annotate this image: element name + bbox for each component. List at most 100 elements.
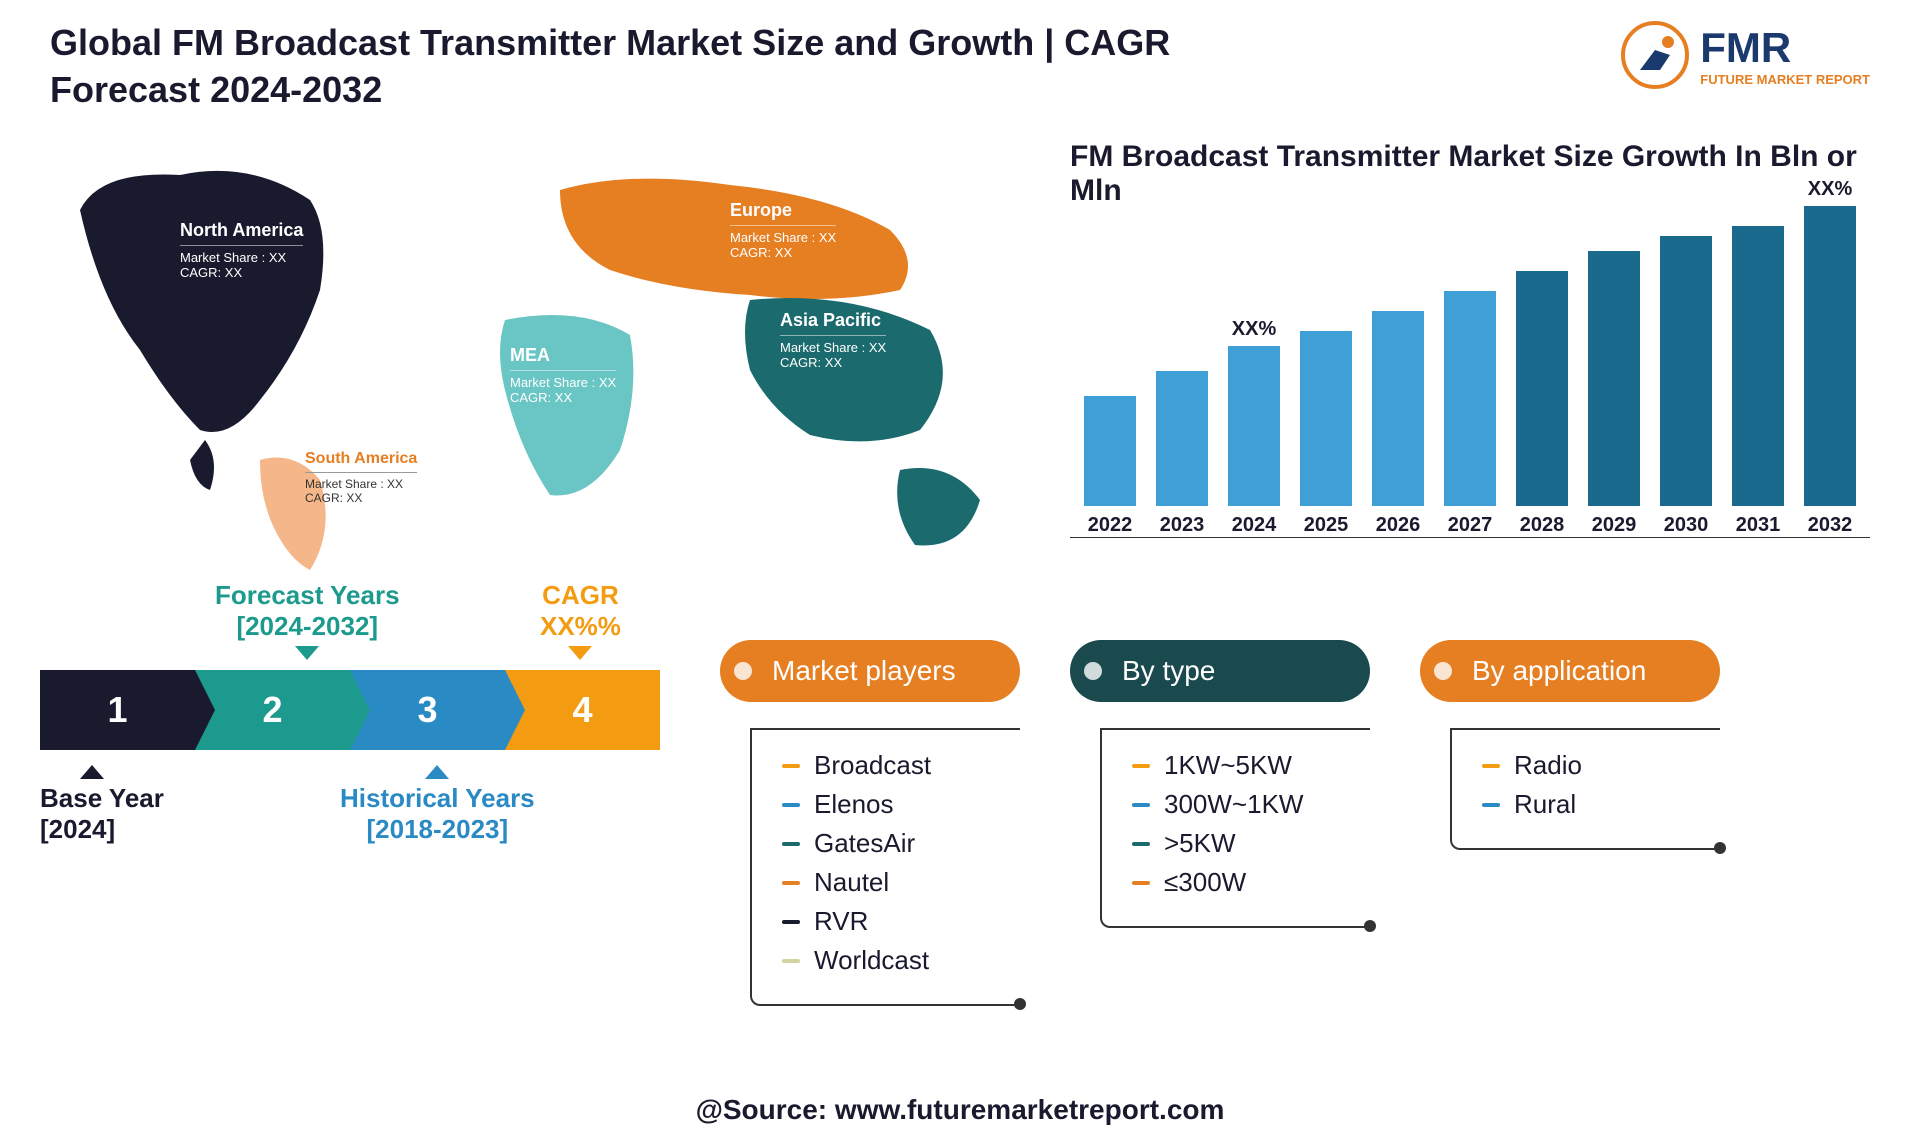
- region-cagr: CAGR: XX: [510, 390, 572, 405]
- chart-title: FM Broadcast Transmitter Market Size Gro…: [1070, 140, 1870, 208]
- timeline-step-3: 3: [350, 670, 505, 750]
- bar-chart: FM Broadcast Transmitter Market Size Gro…: [1070, 140, 1870, 580]
- dot-icon: [1084, 662, 1102, 680]
- bar: [1228, 346, 1280, 506]
- logo-spyglass-icon: [1620, 20, 1690, 90]
- bar-label: 2030: [1664, 514, 1709, 537]
- bar-label: 2031: [1736, 514, 1781, 537]
- triangle-up-icon: [80, 765, 104, 779]
- category-title: By type: [1122, 655, 1215, 687]
- annot-label: Forecast Years: [215, 580, 400, 611]
- bar-label: 2032: [1808, 514, 1853, 537]
- region-share: Market Share : XX: [180, 250, 286, 265]
- base-year-annot: Base Year [2024]: [40, 765, 164, 845]
- tick-icon: [782, 959, 800, 963]
- category-item: Broadcast: [782, 750, 1010, 781]
- item-label: RVR: [814, 906, 868, 937]
- bar: [1444, 291, 1496, 506]
- region-share: Market Share : XX: [305, 477, 403, 491]
- tick-icon: [1132, 881, 1150, 885]
- category-list: Broadcast Elenos GatesAir Nautel RVR Worldcas…: [750, 728, 1020, 1006]
- page-title: Global FM Broadcast Transmitter Market S…: [50, 20, 1330, 114]
- category-pill: Market players: [720, 640, 1020, 702]
- dot-icon: [734, 662, 752, 680]
- bar: [1588, 251, 1640, 506]
- timeline: Forecast Years [2024-2032] CAGR XX%% 1 2…: [40, 670, 660, 750]
- triangle-down-icon: [295, 646, 319, 660]
- header: Global FM Broadcast Transmitter Market S…: [50, 20, 1870, 114]
- dot-icon: [1434, 662, 1452, 680]
- bar-annot: XX%: [1232, 318, 1276, 341]
- region-cagr: CAGR: XX: [180, 265, 242, 280]
- category-item: 300W~1KW: [1132, 789, 1360, 820]
- category-title: By application: [1472, 655, 1646, 687]
- annot-label: Base Year: [40, 783, 164, 814]
- region-cagr: CAGR: XX: [780, 355, 842, 370]
- item-label: >5KW: [1164, 828, 1236, 859]
- tick-icon: [1132, 842, 1150, 846]
- tick-icon: [1482, 764, 1500, 768]
- category-item: RVR: [782, 906, 1010, 937]
- tick-icon: [1132, 803, 1150, 807]
- annot-label: Historical Years: [340, 783, 535, 814]
- region-name: North America: [180, 220, 303, 241]
- region-north-america: North America Market Share : XXCAGR: XX: [180, 220, 303, 280]
- category-list: 1KW~5KW300W~1KW>5KW≤300W: [1100, 728, 1370, 928]
- tick-icon: [782, 803, 800, 807]
- timeline-step-1: 1: [40, 670, 195, 750]
- timeline-step-4: 4: [505, 670, 660, 750]
- bar-wrap: 2027: [1440, 291, 1500, 537]
- category-item: Worldcast: [782, 945, 1010, 976]
- bar-wrap: 2030: [1656, 236, 1716, 537]
- bar: [1804, 206, 1856, 506]
- bar: [1156, 371, 1208, 506]
- bar-wrap: XX%2032: [1800, 206, 1860, 537]
- tick-icon: [782, 920, 800, 924]
- annot-value: XX%%: [540, 611, 621, 642]
- category-list: Radio Rural: [1450, 728, 1720, 850]
- bar-wrap: 2029: [1584, 251, 1644, 537]
- annot-label: CAGR: [540, 580, 621, 611]
- bar-label: 2027: [1448, 514, 1493, 537]
- bar-label: 2028: [1520, 514, 1565, 537]
- bar: [1660, 236, 1712, 506]
- item-label: Nautel: [814, 867, 889, 898]
- bar-wrap: 2031: [1728, 226, 1788, 537]
- item-label: Broadcast: [814, 750, 931, 781]
- logo-text: FMR FUTURE MARKET REPORT: [1700, 24, 1870, 87]
- region-cagr: CAGR: XX: [730, 245, 792, 260]
- annot-value: [2024-2032]: [215, 611, 400, 642]
- logo-fmr: FMR: [1700, 24, 1870, 72]
- region-asia-pacific: Asia Pacific Market Share : XXCAGR: XX: [780, 310, 886, 370]
- category-section: By application Radio Rural: [1420, 640, 1720, 850]
- region-share: Market Share : XX: [730, 230, 836, 245]
- bar-annot: XX%: [1808, 178, 1852, 201]
- item-label: Rural: [1514, 789, 1576, 820]
- logo: FMR FUTURE MARKET REPORT: [1620, 20, 1870, 90]
- annot-value: [2024]: [40, 814, 164, 845]
- item-label: 300W~1KW: [1164, 789, 1303, 820]
- region-share: Market Share : XX: [510, 375, 616, 390]
- item-label: GatesAir: [814, 828, 915, 859]
- timeline-bar: 1 2 3 4: [40, 670, 660, 750]
- category-item: 1KW~5KW: [1132, 750, 1360, 781]
- category-item: >5KW: [1132, 828, 1360, 859]
- timeline-step-2: 2: [195, 670, 350, 750]
- category-item: Rural: [1482, 789, 1710, 820]
- tick-icon: [782, 842, 800, 846]
- item-label: Elenos: [814, 789, 894, 820]
- bar: [1516, 271, 1568, 506]
- region-share: Market Share : XX: [780, 340, 886, 355]
- bar-wrap: 2028: [1512, 271, 1572, 537]
- forecast-annot: Forecast Years [2024-2032]: [215, 580, 400, 660]
- bar-label: 2022: [1088, 514, 1133, 537]
- item-label: Radio: [1514, 750, 1582, 781]
- tick-icon: [782, 764, 800, 768]
- category-item: GatesAir: [782, 828, 1010, 859]
- category-pill: By application: [1420, 640, 1720, 702]
- bar-label: 2026: [1376, 514, 1421, 537]
- world-map: North America Market Share : XXCAGR: XX …: [50, 150, 1010, 570]
- region-europe: Europe Market Share : XXCAGR: XX: [730, 200, 836, 260]
- region-name: Europe: [730, 200, 836, 221]
- region-name: MEA: [510, 345, 616, 366]
